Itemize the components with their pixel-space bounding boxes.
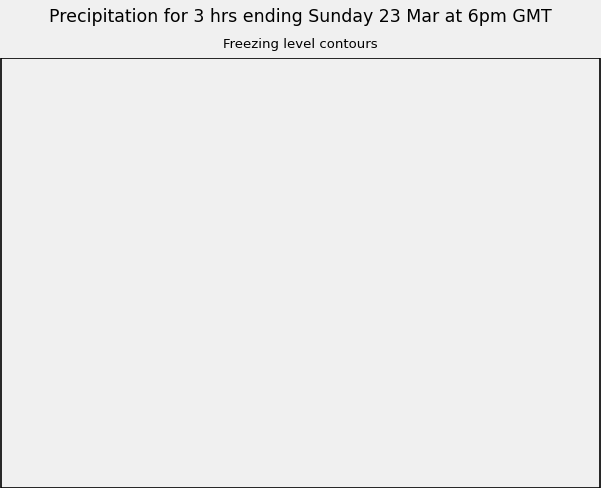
Text: Freezing level contours: Freezing level contours [223, 39, 378, 51]
Text: Precipitation for 3 hrs ending Sunday 23 Mar at 6pm GMT: Precipitation for 3 hrs ending Sunday 23… [49, 8, 552, 26]
